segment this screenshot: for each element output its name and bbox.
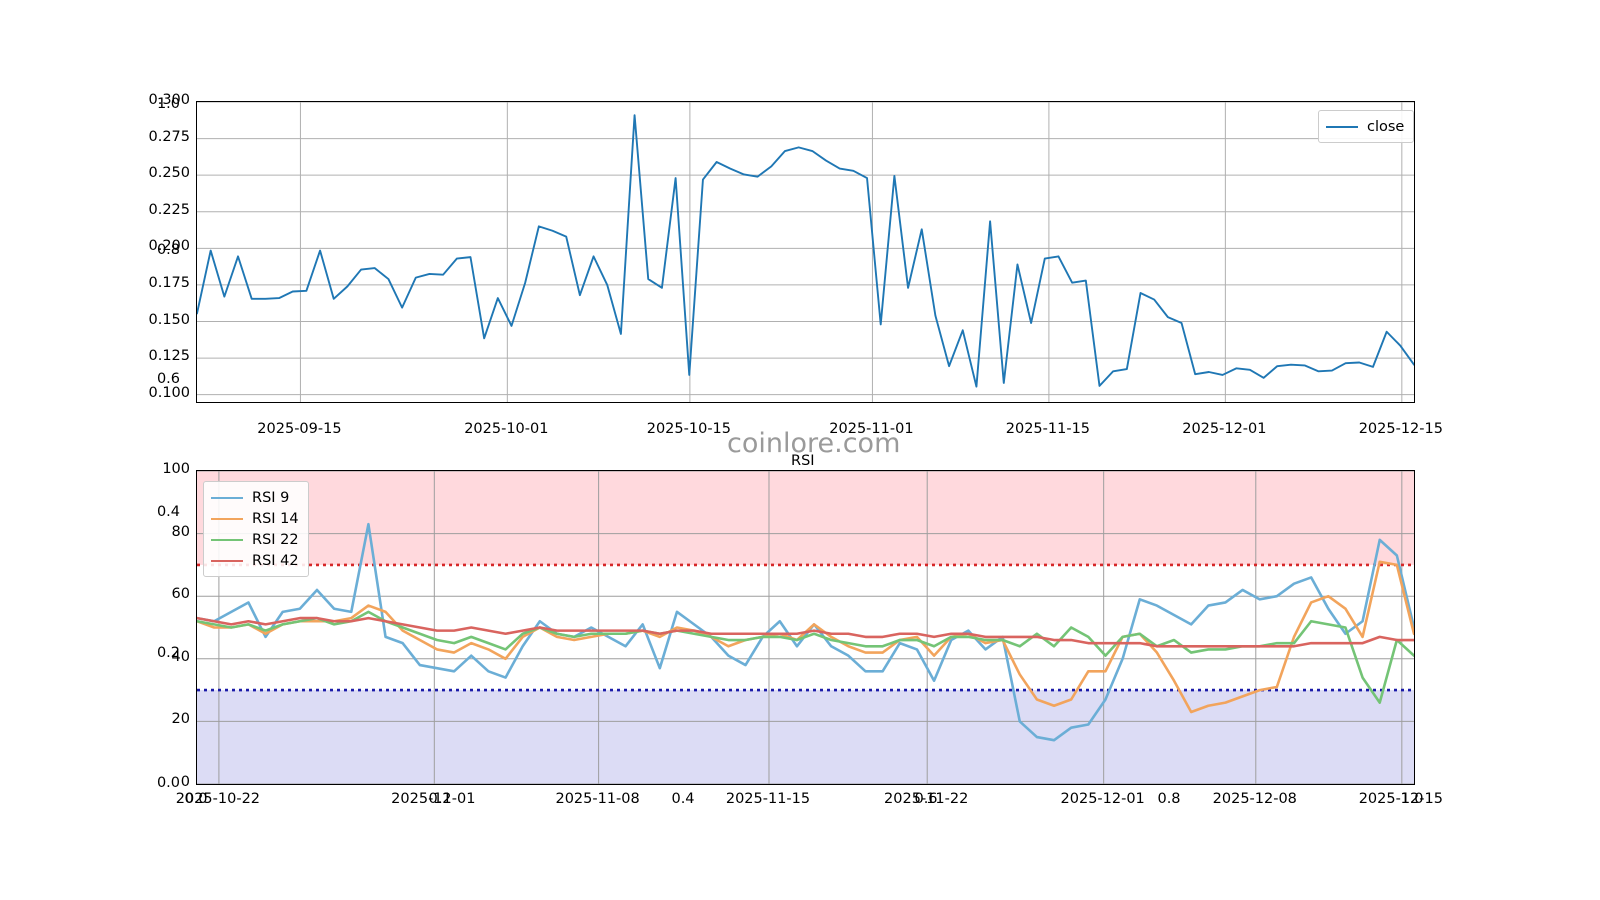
rsi-x-tick-secondary: 0.0 <box>184 791 208 807</box>
price-chart-panel <box>196 101 1415 403</box>
rsi-y-tick-secondary: 0.4 <box>156 504 180 520</box>
rsi-y-tick: 60 <box>171 586 190 603</box>
rsi-y-tick: 100 <box>162 461 190 477</box>
legend-swatch-icon <box>1326 125 1358 128</box>
rsi-x-tick-secondary: 0.6 <box>914 791 938 807</box>
price-y-tick-secondary: 0.8 <box>156 242 180 258</box>
legend-swatch-icon <box>211 517 243 520</box>
rsi-x-tick: 2025-10-22 <box>175 791 261 807</box>
rsi-y-tick-secondary: 0.2 <box>156 645 180 661</box>
legend-item-rsi-14[interactable]: RSI 14 <box>211 508 299 529</box>
watermark: coinlore.com <box>727 428 901 459</box>
price-y-tick: 0.225 <box>148 201 190 218</box>
rsi-chart-panel <box>196 470 1415 785</box>
legend-label: RSI 9 <box>252 489 290 506</box>
rsi-legend[interactable]: RSI 9 RSI 14 RSI 22 RSI 42 <box>203 481 309 577</box>
rsi-y-tick-secondary: 0.0 <box>156 775 180 791</box>
price-y-tick: 0.175 <box>148 274 190 291</box>
price-x-tick: 2025-11-01 <box>829 421 914 437</box>
legend-label: close <box>1367 118 1405 135</box>
legend-label: RSI 22 <box>252 531 299 548</box>
legend-item-close[interactable]: close <box>1326 116 1404 137</box>
price-y-tick: 0.125 <box>148 348 190 365</box>
legend-label: RSI 42 <box>252 552 299 569</box>
price-y-tick-secondary: 0.6 <box>156 371 180 387</box>
price-x-tick: 2025-12-15 <box>1358 421 1443 437</box>
rsi-x-tick: 2025-12-08 <box>1212 791 1297 807</box>
price-y-tick: 0.275 <box>148 128 190 145</box>
rsi-x-tick: 2025-11-01 <box>391 791 476 807</box>
rsi-x-tick: 2025-11-08 <box>555 791 640 807</box>
price-y-tick: 0.300 <box>148 92 190 108</box>
rsi-x-tick: 2025-11-22 <box>884 791 969 807</box>
rsi-x-tick: 2025-12-15 <box>1358 791 1443 807</box>
price-x-tick: 2025-09-15 <box>257 421 342 437</box>
legend-swatch-icon <box>211 496 243 499</box>
legend-label: RSI 14 <box>252 510 299 527</box>
rsi-x-tick-secondary: 0.8 <box>1157 791 1181 807</box>
price-x-tick: 2025-11-15 <box>1005 421 1091 437</box>
rsi-y-tick: 80 <box>171 523 190 540</box>
rsi-y-tick: 0 <box>180 774 190 790</box>
price-x-tick: 2025-10-15 <box>646 421 732 437</box>
rsi-y-tick: 20 <box>171 711 190 728</box>
price-y-tick: 0.150 <box>148 311 190 328</box>
price-y-tick-secondary: 1.0 <box>156 96 180 112</box>
rsi-x-tick-secondary: 0.2 <box>428 791 452 807</box>
rsi-x-tick-secondary: 1.0 <box>1400 791 1424 807</box>
legend-item-rsi-42[interactable]: RSI 42 <box>211 550 299 571</box>
price-plot-area <box>197 102 1414 402</box>
legend-item-rsi-9[interactable]: RSI 9 <box>211 487 299 508</box>
price-legend[interactable]: close <box>1318 110 1415 143</box>
rsi-x-tick: 2025-11-15 <box>725 791 811 807</box>
price-y-tick: 0.250 <box>148 165 190 182</box>
legend-item-rsi-22[interactable]: RSI 22 <box>211 529 299 550</box>
price-x-tick: 2025-12-01 <box>1182 421 1267 437</box>
rsi-y-tick: 40 <box>171 648 190 665</box>
price-y-tick: 0.100 <box>148 384 190 401</box>
legend-swatch-icon <box>211 559 243 562</box>
price-x-tick: 2025-10-01 <box>464 421 549 437</box>
rsi-x-tick-secondary: 0.4 <box>671 791 695 807</box>
rsi-subplot-title: RSI <box>791 453 815 469</box>
price-y-tick: 0.200 <box>148 238 190 255</box>
legend-swatch-icon <box>211 538 243 541</box>
rsi-plot-area <box>197 471 1414 784</box>
rsi-x-tick: 2025-12-01 <box>1060 791 1145 807</box>
